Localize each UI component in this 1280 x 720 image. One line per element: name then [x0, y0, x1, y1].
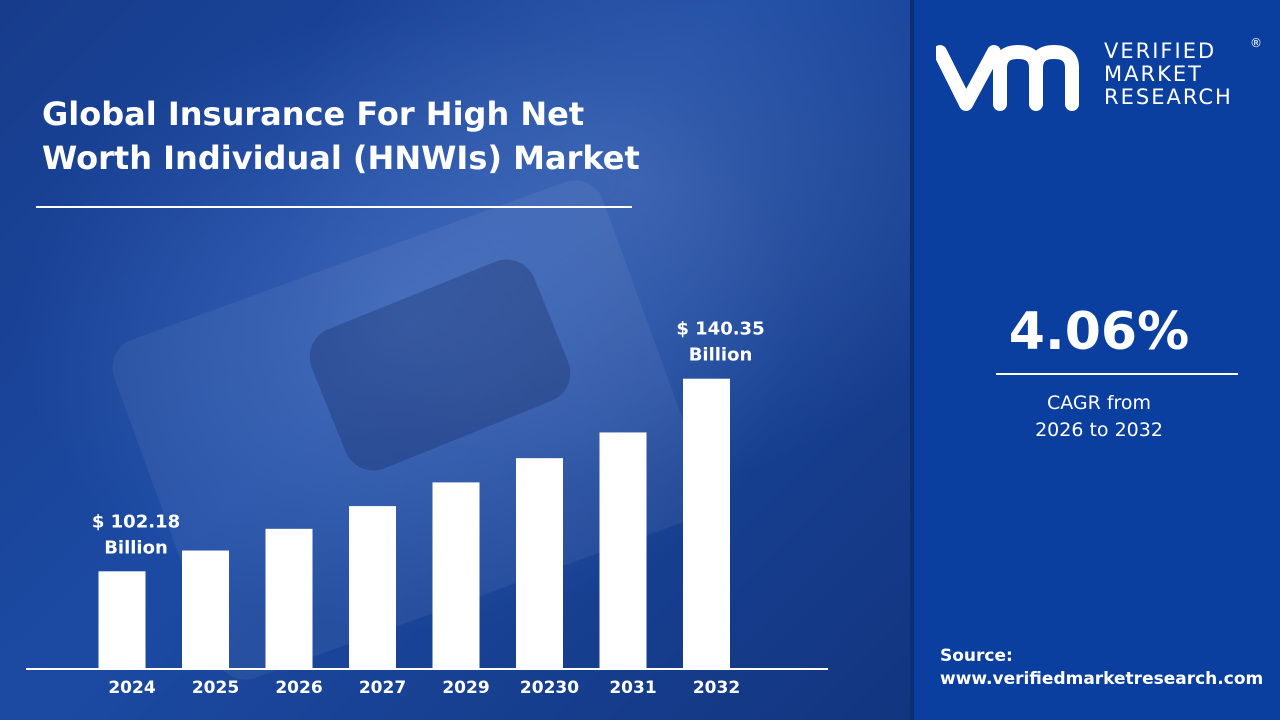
bar-20230	[516, 458, 563, 668]
bar-2029	[432, 482, 480, 668]
data-label-value-2032: $ 140.35	[676, 319, 764, 340]
bars-group	[98, 378, 730, 668]
brand-line-2: MARKET	[1104, 62, 1203, 86]
cagr-divider	[996, 373, 1238, 375]
x-tick-2024: 2024	[108, 678, 155, 698]
source-note: Source: www.verifiedmarketresearch.com	[940, 645, 1263, 691]
bar-2026	[265, 528, 313, 668]
summary-panel: VERIFIED MARKET RESEARCH ® 4.06% CAGR fr…	[910, 0, 1280, 720]
bar-2025	[182, 550, 229, 668]
title-divider	[36, 206, 632, 208]
bar-2031	[599, 432, 647, 668]
source-label: Source:	[940, 646, 1013, 666]
chart-title-line-2: Worth Individual (HNWIs) Market	[42, 139, 640, 177]
cagr-label-line-2: 2026 to 2032	[1035, 419, 1163, 441]
data-label-unit-2032: Billion	[689, 345, 753, 366]
vm-logo-icon	[933, 44, 1079, 111]
bar-2024	[98, 571, 146, 668]
bar-2027	[349, 506, 396, 668]
cagr-value: 4.06%	[1008, 302, 1190, 362]
x-tick-20230: 20230	[520, 678, 579, 698]
cagr-label: CAGR from 2026 to 2032	[914, 390, 1280, 444]
x-tick-2029: 2029	[442, 678, 489, 698]
x-tick-labels: 2024 2025 2026 2027 2029 20230 2031 2032	[108, 678, 740, 698]
chart-title-line-1: Global Insurance For High Net	[42, 95, 585, 133]
x-tick-2031: 2031	[609, 678, 656, 698]
brand-line-3: RESEARCH	[1104, 85, 1233, 109]
data-labels: $ 102.18 Billion $ 140.35 Billion	[92, 319, 765, 559]
data-label-value-2024: $ 102.18	[92, 511, 180, 532]
registered-mark: ®	[1250, 36, 1262, 50]
source-url: www.verifiedmarketresearch.com	[940, 669, 1264, 689]
bar-2032	[683, 378, 730, 668]
data-label-unit-2024: Billion	[104, 537, 168, 558]
x-tick-2027: 2027	[359, 678, 406, 698]
x-tick-2026: 2026	[275, 678, 322, 698]
chart-title: Global Insurance For High Net Worth Indi…	[42, 92, 742, 180]
chart-panel: Global Insurance For High Net Worth Indi…	[0, 0, 910, 720]
brand-wordmark: VERIFIED MARKET RESEARCH	[1104, 40, 1233, 109]
verified-market-research-logo	[933, 38, 1276, 118]
brand-line-1: VERIFIED	[1104, 39, 1217, 63]
cagr-label-line-1: CAGR from	[1046, 392, 1152, 414]
x-tick-2032: 2032	[693, 678, 740, 698]
bar-chart: 2024 2025 2026 2027 2029 20230 2031 2032 $ 102.…	[26, 319, 828, 698]
x-tick-2025: 2025	[192, 678, 239, 698]
